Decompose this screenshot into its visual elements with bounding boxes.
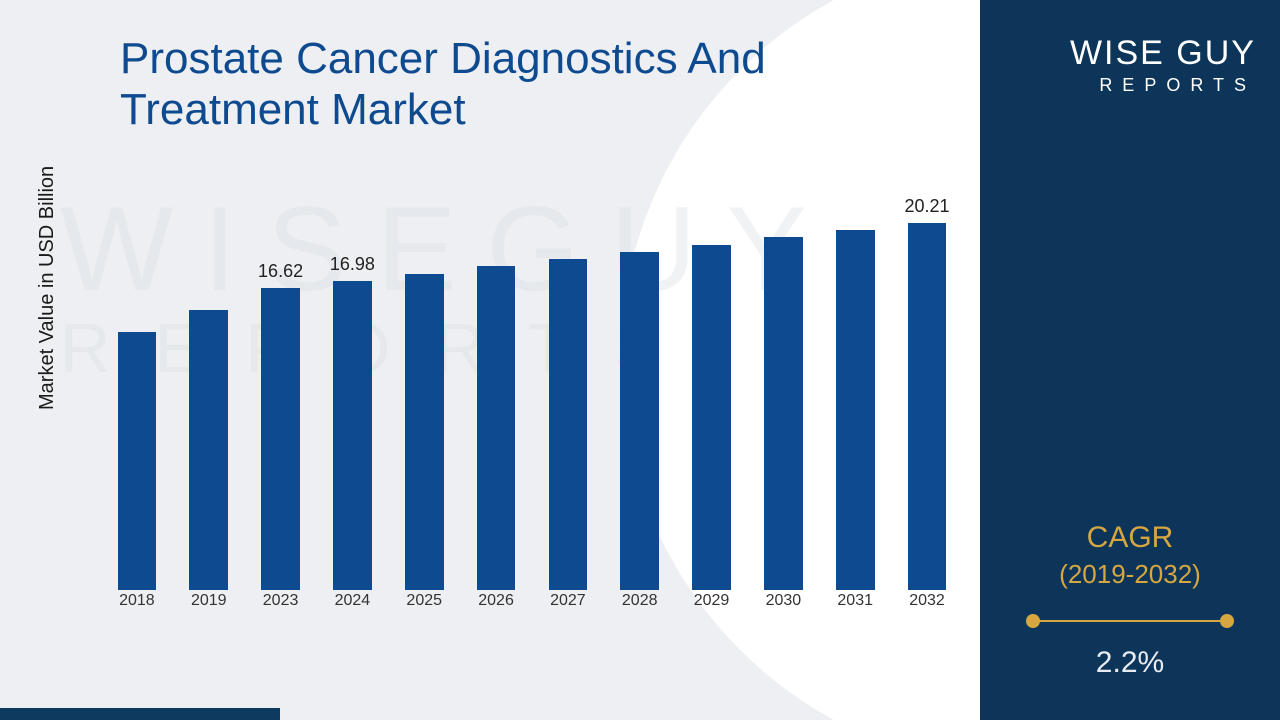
bar	[620, 252, 659, 590]
bar	[405, 274, 444, 590]
x-tick-label: 2018	[110, 592, 164, 610]
bar-column: 20.21	[900, 196, 954, 590]
bar-column: 16.98	[325, 254, 379, 590]
bar	[836, 230, 875, 590]
bar-column: 16.62	[254, 261, 308, 590]
x-axis-labels: 2018 2019 2023 2024 2025 2026 2027 2028 2029 2030…	[104, 592, 960, 610]
dot-icon	[1220, 614, 1234, 628]
cagr-label: CAGR	[1010, 521, 1250, 555]
bar-chart: Market Value in USD Billion 16.6216.9820…	[60, 170, 960, 630]
x-tick-label: 2028	[613, 592, 667, 610]
bar	[333, 281, 372, 590]
bar	[118, 332, 157, 590]
logo-line1: WISE GUY	[1070, 34, 1256, 73]
x-tick-label: 2031	[828, 592, 882, 610]
bar-value-label: 16.98	[330, 254, 375, 275]
plot-area: 16.62 16.98 20.21	[104, 170, 960, 590]
bar-column	[613, 226, 667, 590]
bar-column	[110, 306, 164, 590]
bar	[549, 259, 588, 590]
x-tick-label: 2023	[254, 592, 308, 610]
bar	[764, 237, 803, 590]
x-tick-label: 2029	[685, 592, 739, 610]
logo-line2: REPORTS	[1070, 75, 1256, 96]
page-title: Prostate Cancer Diagnostics And Treatmen…	[120, 34, 880, 135]
bar	[189, 310, 228, 590]
bar	[908, 223, 947, 590]
brand-logo: WISE GUY REPORTS	[1070, 34, 1256, 96]
x-tick-label: 2024	[325, 592, 379, 610]
bar	[477, 266, 516, 590]
x-tick-label: 2026	[469, 592, 523, 610]
cagr-value: 2.2%	[1010, 646, 1250, 680]
x-tick-label: 2019	[182, 592, 236, 610]
infographic-stage: WISEGUY REPORTS Prostate Cancer Diagnost…	[0, 0, 1280, 720]
dot-icon	[1026, 614, 1040, 628]
x-tick-label: 2025	[397, 592, 451, 610]
x-tick-label: 2027	[541, 592, 595, 610]
bar	[261, 288, 300, 590]
x-tick-label: 2032	[900, 592, 954, 610]
y-axis-label: Market Value in USD Billion	[36, 166, 59, 410]
x-tick-label: 2030	[756, 592, 810, 610]
bar-value-label: 16.62	[258, 261, 303, 282]
bar-value-label: 20.21	[905, 196, 950, 217]
bar-column	[756, 211, 810, 590]
bar-column	[397, 248, 451, 590]
bar-column	[182, 284, 236, 590]
bar-column	[541, 233, 595, 590]
cagr-period: (2019-2032)	[1010, 559, 1250, 590]
bar	[692, 245, 731, 590]
bar-column	[828, 204, 882, 590]
bar-column	[685, 219, 739, 590]
cagr-box: CAGR (2019-2032) 2.2%	[1010, 521, 1250, 680]
bar-column	[469, 240, 523, 590]
cagr-divider	[1030, 606, 1230, 636]
bottom-strip	[0, 708, 280, 720]
